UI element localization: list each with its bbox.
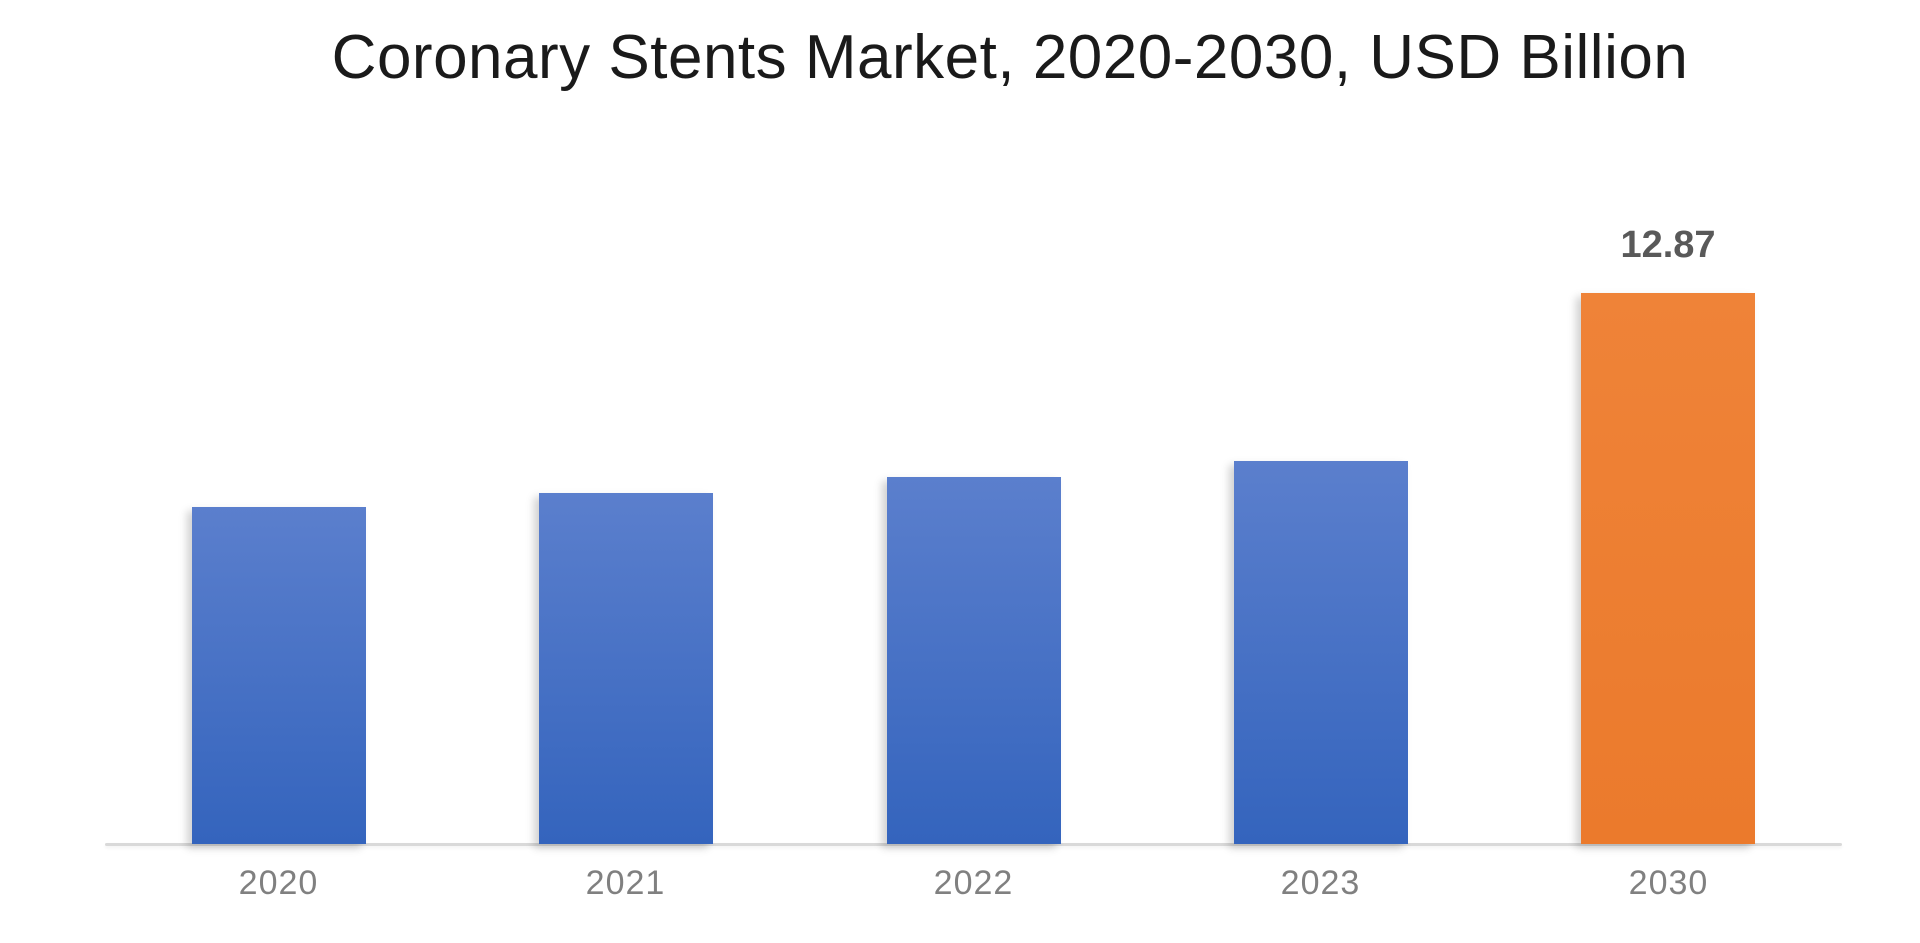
x-axis-label-2021: 2021 xyxy=(585,864,666,902)
bar-2020 xyxy=(192,507,366,844)
x-axis-label-2022: 2022 xyxy=(933,864,1014,902)
x-axis-label-2030: 2030 xyxy=(1628,864,1709,902)
bar-2021 xyxy=(539,493,713,844)
bar-2022 xyxy=(887,477,1061,844)
data-label-2030: 12.87 xyxy=(1620,224,1716,266)
x-axis-label-2023: 2023 xyxy=(1280,864,1361,902)
x-axis-label-2020: 2020 xyxy=(238,864,319,902)
bar-2030 xyxy=(1581,293,1755,844)
chart-title: Coronary Stents Market, 2020-2030, USD B… xyxy=(331,23,1689,92)
bar-2023 xyxy=(1234,461,1408,844)
x-axis-line xyxy=(105,843,1842,846)
